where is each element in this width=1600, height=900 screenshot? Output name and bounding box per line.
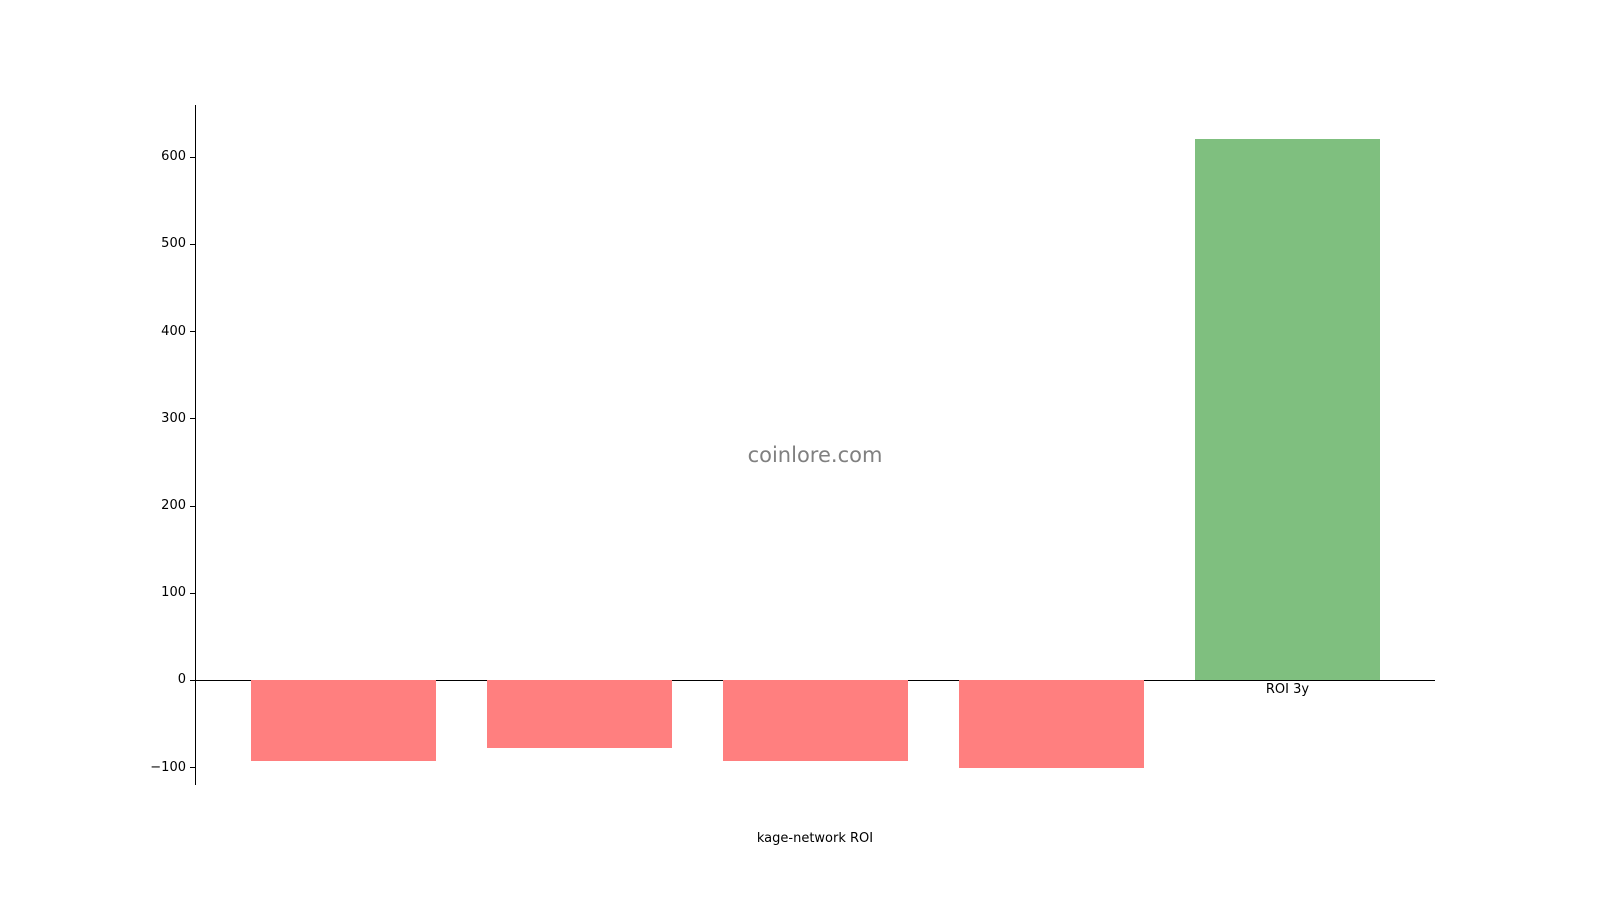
y-tick-mark [190,156,196,158]
chart-title: kage-network ROI [756,831,874,846]
y-tick-mark [190,243,196,245]
bar-2 [487,680,672,748]
y-tick-label: 300 [161,410,186,426]
y-tick-label: 200 [161,498,186,514]
y-tick-mark [190,418,196,420]
y-axis-spine [195,105,196,785]
y-tick-label: −100 [150,759,186,775]
watermark-text: coinlore.com [747,443,883,467]
y-tick-mark [190,331,196,333]
y-tick-label: 0 [177,672,186,688]
bar-3 [723,680,908,762]
y-tick-mark [190,592,196,594]
y-tick-label: 100 [161,585,186,601]
y-tick-mark [190,505,196,507]
y-tick-mark [190,679,196,681]
y-tick-mark [190,767,196,769]
y-tick-label: 400 [161,323,186,339]
y-tick-label: 600 [161,149,186,165]
bar-5 [1195,139,1380,681]
y-tick-label: 500 [161,236,186,252]
bar-1 [251,680,436,761]
x-tick-label-roi-3y: ROI 3y [1265,682,1310,698]
bar-4 [959,680,1144,768]
